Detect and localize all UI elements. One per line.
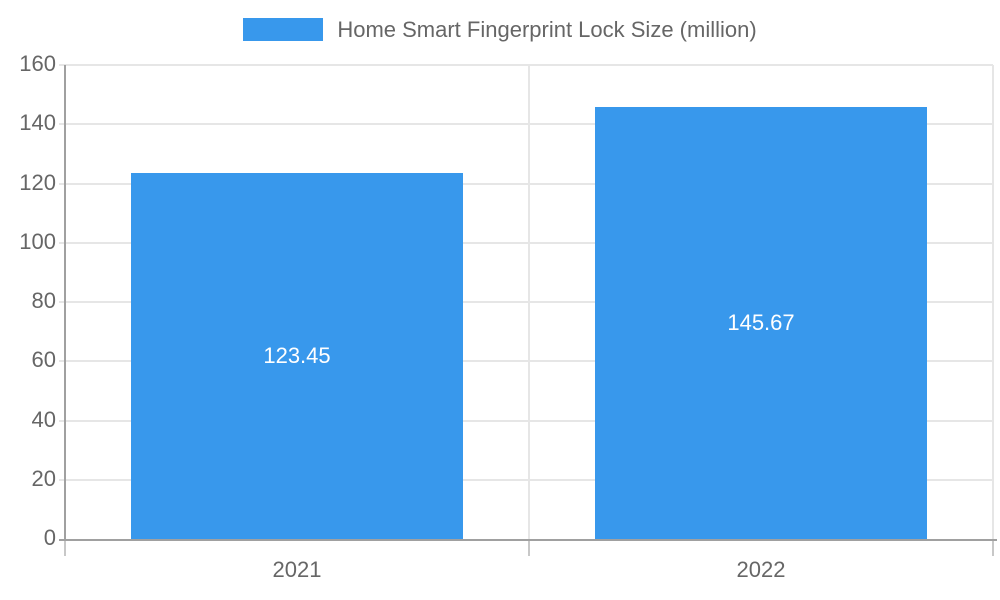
bar[interactable] — [131, 173, 463, 539]
gridline-y — [59, 301, 993, 303]
y-tick-label: 60 — [31, 347, 56, 373]
y-tick-label: 140 — [19, 110, 56, 136]
x-tick-mark — [64, 541, 66, 556]
gridline-y — [59, 360, 993, 363]
y-tick-label: 100 — [19, 228, 56, 254]
gridline-y — [59, 241, 993, 244]
y-tick-label: 160 — [19, 51, 56, 76]
gridline-y — [59, 478, 993, 481]
gridline-y — [59, 419, 993, 422]
bar-value-label: 123.45 — [263, 343, 331, 369]
gridline-x — [992, 65, 994, 539]
gridline-y — [59, 182, 993, 185]
legend-label: Home Smart Fingerprint Lock Size (millio… — [337, 17, 757, 42]
x-tick-label: 2022 — [736, 557, 786, 582]
legend[interactable]: Home Smart Fingerprint Lock Size (millio… — [0, 18, 1000, 41]
gridline-y — [59, 123, 993, 126]
x-tick-label: 2021 — [272, 557, 322, 582]
y-axis-line — [64, 65, 66, 541]
y-tick-label: 20 — [31, 465, 56, 491]
y-tick-label: 80 — [31, 288, 56, 313]
bar-value-label: 145.67 — [727, 310, 795, 336]
y-tick-label: 120 — [19, 169, 56, 195]
gridline-x — [528, 65, 530, 539]
x-tick-mark — [528, 541, 530, 556]
x-axis-line — [59, 539, 997, 541]
bar[interactable] — [595, 107, 927, 539]
gridline-y — [59, 64, 993, 66]
y-tick-label: 0 — [43, 525, 56, 550]
x-tick-mark — [992, 541, 994, 556]
y-tick-label: 40 — [31, 406, 56, 432]
legend-swatch-icon — [243, 18, 324, 41]
